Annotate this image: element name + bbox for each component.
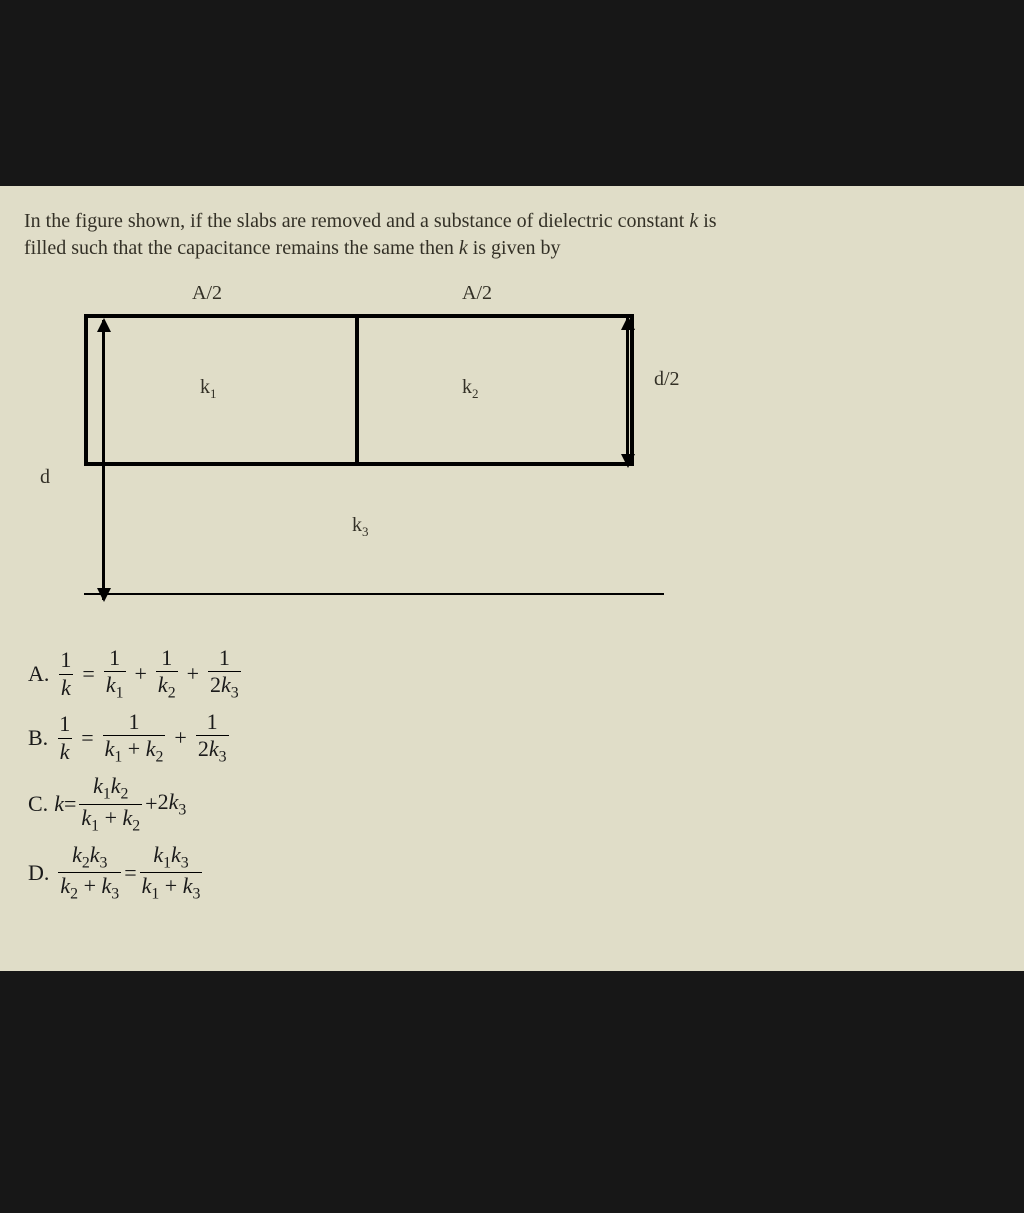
opt-a-plus1: + — [135, 662, 147, 686]
q-k2: k — [459, 237, 468, 259]
opt-b-plus: + — [174, 726, 186, 750]
question-text: In the figure shown, if the slabs are re… — [24, 208, 1000, 262]
opt-d-eq: = — [124, 861, 136, 885]
opt-b-lhs: 1 k — [57, 712, 72, 763]
label-k3: k3 — [352, 514, 369, 540]
opt-b-eq: = — [81, 726, 93, 750]
label-A-half-right: A/2 — [462, 282, 492, 305]
label-k1: k1 — [200, 376, 217, 402]
opt-c-eq: = — [64, 792, 76, 816]
opt-b-t1: 1 k1 + k2 — [103, 710, 166, 766]
label-A-half-left: A/2 — [192, 282, 222, 305]
option-d: D. k2k3 k2 + k3 = k1k3 k1 + k3 — [28, 843, 1000, 904]
opt-d-lhs: k2k3 k2 + k3 — [58, 843, 121, 904]
capacitor-mid-vertical — [355, 314, 359, 466]
label-d-half: d/2 — [654, 368, 680, 391]
option-d-label: D. — [28, 861, 49, 885]
opt-c-plus: + — [145, 792, 157, 816]
q-part1: In the figure shown, if the slabs are re… — [24, 210, 689, 232]
opt-a-t2: 1 k2 — [156, 646, 178, 702]
option-a-label: A. — [28, 662, 49, 686]
arrow-d-half — [626, 318, 629, 466]
q-part2: is — [698, 210, 716, 232]
capacitor-mid-horizontal — [84, 462, 634, 466]
content-panel: In the figure shown, if the slabs are re… — [0, 186, 1024, 971]
option-a: A. 1 k = 1 k1 + 1 k2 + 1 2k3 — [28, 646, 1000, 702]
opt-a-plus2: + — [187, 662, 199, 686]
opt-c-lhs: k — [54, 792, 64, 816]
capacitor-diagram: A/2 A/2 k1 k2 k3 d d/2 — [32, 276, 712, 626]
opt-c-t1: k1k2 k1 + k2 — [79, 774, 142, 835]
opt-a-t1: 1 k1 — [104, 646, 126, 702]
q-part3: filled such that the capacitance remains… — [24, 237, 459, 259]
label-d: d — [40, 466, 50, 489]
option-c-label: C. — [28, 792, 48, 816]
opt-d-rhs: k1k3 k1 + k3 — [140, 843, 203, 904]
capacitor-bottom-plate — [84, 593, 664, 595]
opt-a-lhs: 1 k — [58, 648, 73, 699]
label-k2: k2 — [462, 376, 479, 402]
opt-a-t3: 1 2k3 — [208, 646, 241, 702]
opt-a-eq: = — [82, 662, 94, 686]
option-c: C. k = k1k2 k1 + k2 + 2k3 — [28, 774, 1000, 835]
capacitor-top-box — [84, 314, 634, 466]
arrow-d — [102, 320, 105, 600]
bottom-margin — [0, 971, 1024, 1213]
q-part4: is given by — [468, 237, 561, 259]
opt-b-t2: 1 2k3 — [196, 710, 229, 766]
option-b-label: B. — [28, 726, 48, 750]
opt-c-t2: 2k3 — [158, 790, 187, 819]
q-k1: k — [689, 210, 698, 232]
option-b: B. 1 k = 1 k1 + k2 + 1 2k3 — [28, 710, 1000, 766]
answer-options: A. 1 k = 1 k1 + 1 k2 + 1 2k3 B. — [28, 646, 1000, 903]
top-margin — [0, 0, 1024, 186]
